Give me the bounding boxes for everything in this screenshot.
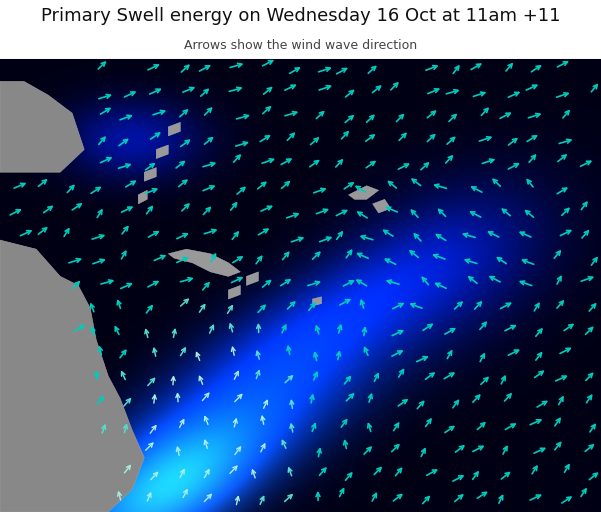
Polygon shape [0, 81, 84, 172]
Polygon shape [168, 249, 240, 276]
Polygon shape [0, 240, 144, 512]
Polygon shape [168, 122, 180, 136]
Polygon shape [138, 190, 147, 204]
Text: Primary Swell energy on Wednesday 16 Oct at 11am +11: Primary Swell energy on Wednesday 16 Oct… [41, 8, 560, 26]
Polygon shape [373, 199, 391, 213]
Polygon shape [156, 145, 168, 159]
Polygon shape [246, 272, 258, 286]
Polygon shape [228, 286, 240, 299]
Polygon shape [313, 297, 322, 306]
Text: Arrows show the wind wave direction: Arrows show the wind wave direction [184, 39, 417, 52]
Polygon shape [349, 186, 379, 199]
Polygon shape [144, 167, 156, 181]
